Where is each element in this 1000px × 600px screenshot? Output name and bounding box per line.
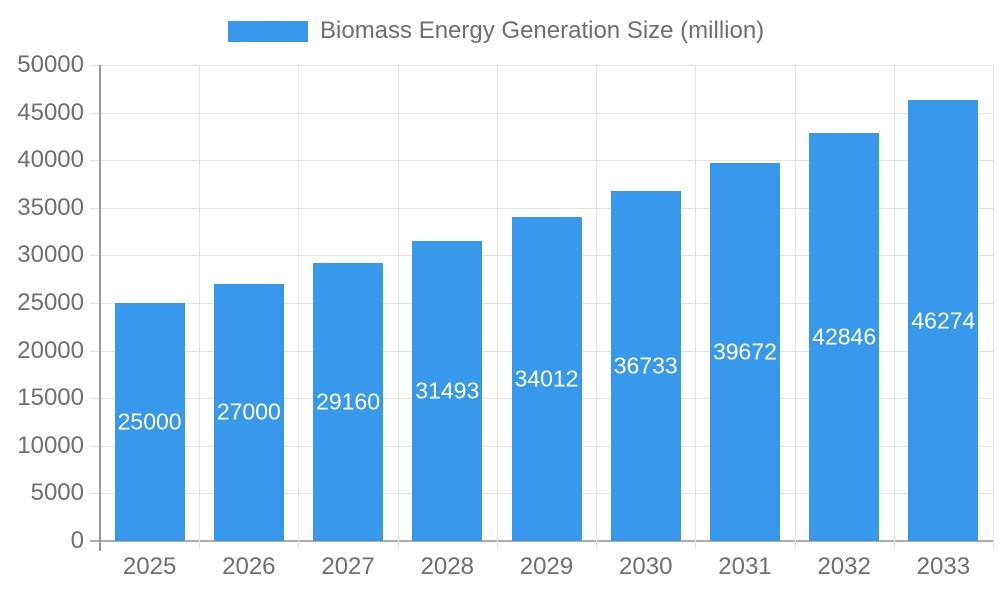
bar-2032 [809,133,880,541]
x-gridline [298,65,300,549]
y-tick-label: 0 [70,527,84,554]
bar-value-label-2029: 34012 [514,365,579,392]
x-tick-label-2029: 2029 [519,553,574,580]
bar-value-label-2033: 46274 [911,307,976,334]
y-tick-label: 30000 [17,241,84,269]
y-tick-label: 45000 [17,98,84,126]
y-tick-label: 50000 [17,51,84,78]
x-gridline [496,65,498,549]
x-gridline [794,65,796,549]
y-tick-label: 25000 [17,289,84,316]
bar-value-label-2026: 27000 [216,398,281,425]
x-tick-label-2027: 2027 [321,553,375,580]
y-tick-label: 10000 [17,431,84,459]
bar-2029 [511,217,582,541]
bar-2033 [908,100,979,541]
y-tick-label: 15000 [17,384,84,412]
x-gridline [993,65,994,549]
y-tick-label: 40000 [17,146,84,174]
y-tick-label: 5000 [30,479,84,507]
y-gridline [90,207,993,209]
bar-value-label-2032: 42846 [812,323,877,350]
bar-value-label-2025: 25000 [117,408,182,435]
legend-item[interactable]: Biomass Energy Generation Size (million) [228,17,764,45]
bar-2027 [313,263,384,541]
y-gridline [90,112,993,114]
bar-2025 [114,303,185,541]
x-axis-line [90,540,993,542]
x-gridline [199,65,201,549]
bar-value-label-2030: 36733 [613,352,678,379]
x-tick-label-2031: 2031 [718,553,772,580]
bar-value-label-2031: 39672 [712,338,777,365]
legend-label: Biomass Energy Generation Size (million) [320,17,765,44]
y-gridline [90,160,993,162]
x-gridline [893,65,895,549]
x-gridline [397,65,399,549]
bar-2030 [610,191,681,541]
x-gridline [596,65,598,549]
y-axis-line [99,65,101,551]
bar-2026 [213,283,284,541]
y-tick-label: 35000 [17,193,84,221]
y-gridline [90,65,993,66]
x-tick-label-2032: 2032 [817,553,871,580]
x-tick-label-2033: 2033 [916,553,971,580]
x-tick-label-2030: 2030 [619,553,673,580]
bar-value-label-2027: 29160 [316,388,381,415]
y-tick-label: 20000 [17,336,84,364]
bar-2028 [412,241,483,541]
bar-2031 [709,163,780,541]
bar-value-label-2028: 31493 [415,377,480,404]
x-tick-label-2028: 2028 [420,553,474,580]
x-gridline [695,65,697,549]
legend-swatch [228,20,308,42]
x-tick-label-2025: 2025 [122,553,177,580]
x-tick-label-2026: 2026 [222,553,276,580]
